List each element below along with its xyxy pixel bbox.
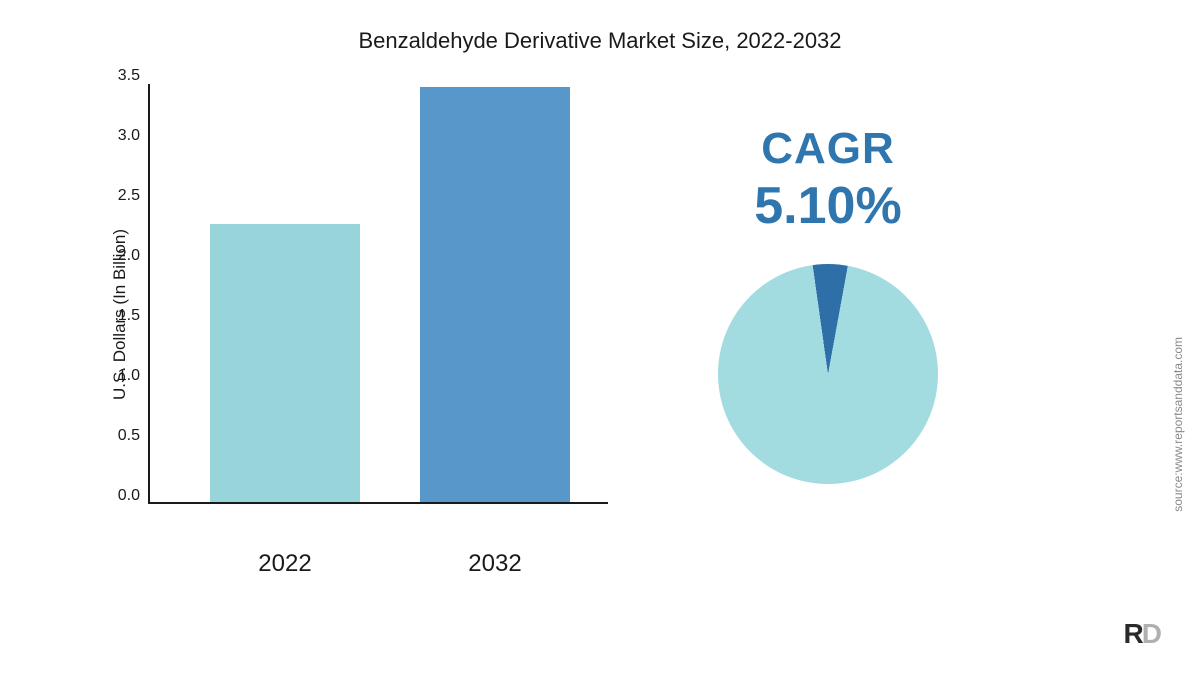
plot-area: 20222032: [148, 84, 608, 504]
brand-logo: RD: [1124, 618, 1160, 650]
bar-2032: [420, 87, 570, 502]
logo-letter-d: D: [1142, 618, 1160, 649]
x-label-2022: 2022: [258, 550, 311, 578]
cagr-panel: CAGR 5.10%: [718, 84, 938, 484]
cagr-value: 5.10%: [754, 176, 901, 236]
logo-letter-r: R: [1124, 618, 1142, 649]
bar-chart: U.S. Dollars (In Billion) 3.53.02.52.01.…: [110, 84, 608, 504]
chart-title: Benzaldehyde Derivative Market Size, 202…: [0, 0, 1200, 54]
cagr-label: CAGR: [761, 124, 895, 174]
pie-chart: [718, 264, 938, 484]
y-axis-ticks: 3.53.02.52.01.51.00.50.0: [140, 84, 148, 504]
x-label-2032: 2032: [468, 550, 521, 578]
bar-2022: [210, 224, 360, 502]
source-attribution: source:www.reportsanddata.com: [1171, 337, 1185, 512]
content-row: U.S. Dollars (In Billion) 3.53.02.52.01.…: [0, 54, 1200, 504]
